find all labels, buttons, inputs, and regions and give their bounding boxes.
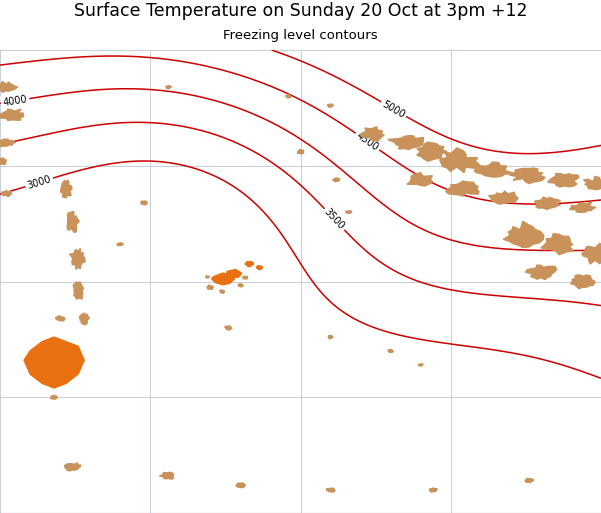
Text: 3500: 3500 [322, 207, 346, 232]
Polygon shape [141, 201, 147, 205]
Polygon shape [474, 162, 516, 177]
Polygon shape [407, 173, 433, 186]
Text: 5000: 5000 [380, 98, 407, 120]
Polygon shape [207, 285, 213, 289]
Polygon shape [584, 176, 601, 190]
Polygon shape [206, 275, 210, 278]
Polygon shape [489, 191, 518, 204]
Polygon shape [159, 472, 174, 479]
Polygon shape [430, 488, 437, 492]
Text: Surface Temperature on Sunday 20 Oct at 3pm +12: Surface Temperature on Sunday 20 Oct at … [74, 2, 527, 20]
Polygon shape [226, 269, 242, 278]
Polygon shape [388, 136, 424, 149]
Polygon shape [569, 202, 596, 212]
Polygon shape [503, 221, 544, 248]
Polygon shape [582, 243, 601, 264]
Polygon shape [225, 326, 232, 330]
Polygon shape [61, 180, 72, 198]
Text: 4500: 4500 [355, 130, 380, 153]
Polygon shape [571, 275, 595, 289]
Polygon shape [388, 349, 393, 352]
Polygon shape [166, 86, 171, 89]
Polygon shape [418, 364, 423, 366]
Polygon shape [510, 168, 545, 184]
Polygon shape [297, 150, 304, 154]
Polygon shape [243, 276, 248, 279]
Polygon shape [0, 158, 6, 165]
Polygon shape [525, 265, 557, 280]
Polygon shape [535, 197, 561, 209]
Polygon shape [446, 181, 479, 196]
Polygon shape [328, 336, 333, 339]
Polygon shape [525, 479, 534, 483]
Polygon shape [541, 234, 573, 254]
Polygon shape [328, 104, 334, 107]
Polygon shape [220, 290, 225, 293]
Polygon shape [236, 483, 245, 488]
Polygon shape [346, 211, 352, 214]
Polygon shape [73, 282, 84, 299]
Polygon shape [67, 212, 79, 232]
Polygon shape [65, 463, 81, 471]
Polygon shape [0, 81, 17, 92]
Polygon shape [361, 127, 384, 141]
Polygon shape [117, 243, 123, 246]
Polygon shape [56, 316, 65, 321]
Polygon shape [245, 262, 254, 267]
Polygon shape [238, 284, 243, 287]
Polygon shape [0, 109, 23, 121]
Polygon shape [440, 148, 480, 173]
Polygon shape [548, 173, 579, 187]
Polygon shape [50, 395, 57, 399]
Polygon shape [285, 95, 291, 98]
Polygon shape [212, 273, 234, 285]
Polygon shape [79, 313, 90, 325]
Polygon shape [0, 139, 16, 147]
Polygon shape [326, 488, 335, 492]
Text: 3000: 3000 [26, 174, 52, 191]
Text: Freezing level contours: Freezing level contours [223, 30, 378, 43]
Polygon shape [2, 190, 11, 196]
Polygon shape [24, 337, 84, 388]
Polygon shape [70, 248, 85, 269]
Text: 4000: 4000 [2, 94, 28, 108]
Polygon shape [332, 178, 340, 182]
Polygon shape [257, 266, 263, 270]
Polygon shape [417, 142, 447, 161]
